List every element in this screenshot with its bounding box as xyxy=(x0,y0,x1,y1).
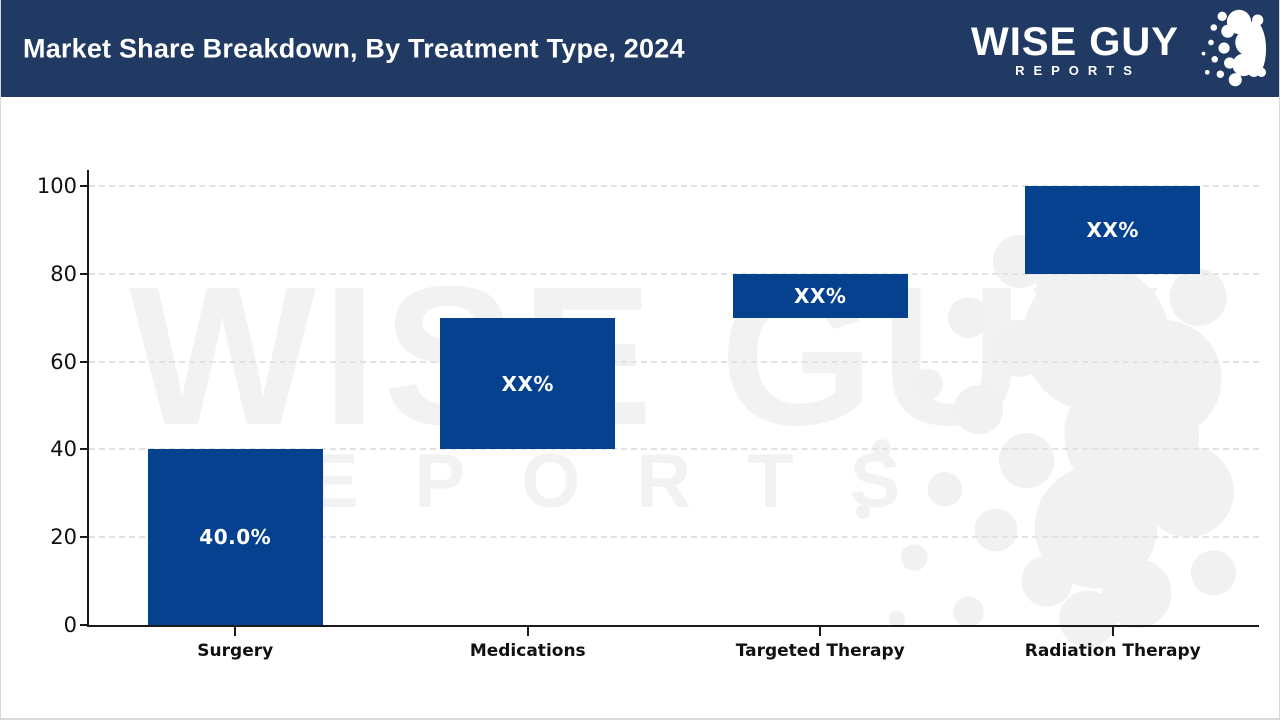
x-category-label: Targeted Therapy xyxy=(735,641,905,661)
bar-value-label: XX% xyxy=(501,371,554,396)
logo-head-icon xyxy=(1201,9,1267,87)
y-axis-line xyxy=(87,170,89,627)
x-tick-1 xyxy=(526,627,529,636)
y-tick-20 xyxy=(80,536,89,539)
page-title: Market Share Breakdown, By Treatment Typ… xyxy=(23,33,685,63)
x-category-label: Radiation Therapy xyxy=(1024,641,1201,661)
y-tick-40 xyxy=(80,448,89,451)
bar-value-label: XX% xyxy=(794,283,847,308)
gridline-60 xyxy=(89,360,1259,363)
y-tick-label-100: 100 xyxy=(36,174,77,198)
y-tick-80 xyxy=(80,272,89,275)
y-tick-label-80: 80 xyxy=(50,261,77,286)
bar-value-label: 40.0% xyxy=(199,525,272,550)
bar-chart: 0 20 40 60 80 100 40.0% Surgery XX% Medications XX… xyxy=(1,97,1279,718)
y-tick-60 xyxy=(80,360,89,363)
gridline-100 xyxy=(89,185,1259,187)
logo-subtitle: REPORTS xyxy=(1015,62,1141,78)
y-tick-label-40: 40 xyxy=(50,437,77,462)
bar-surgery: 40.0% xyxy=(147,449,323,625)
bar-value-label: XX% xyxy=(1086,217,1139,242)
bar-targeted-therapy: XX% xyxy=(732,273,908,318)
logo-wordmark: WISE GUY xyxy=(970,19,1179,64)
y-tick-label-0: 0 xyxy=(63,613,77,637)
y-tick-label-60: 60 xyxy=(50,349,77,374)
y-tick-label-20: 20 xyxy=(50,525,77,550)
gridline-20 xyxy=(89,536,1259,539)
x-category-label: Surgery xyxy=(197,641,274,661)
logo-text: WISE GUY REPORTS xyxy=(971,21,1179,78)
x-tick-2 xyxy=(819,627,822,636)
y-tick-0 xyxy=(80,624,89,626)
gridline-40 xyxy=(89,448,1259,451)
bar-radiation-therapy: XX% xyxy=(1025,186,1201,274)
x-category-label: Medications xyxy=(469,641,586,661)
wise-guy-logo: WISE GUY REPORTS xyxy=(971,4,1267,94)
x-tick-3 xyxy=(1111,627,1114,636)
y-tick-100 xyxy=(80,185,89,187)
bar-medications: XX% xyxy=(440,317,616,450)
x-tick-0 xyxy=(234,627,237,636)
header-bar: Market Share Breakdown, By Treatment Typ… xyxy=(1,0,1279,97)
x-axis-line xyxy=(87,625,1259,627)
gridline-80 xyxy=(89,272,1259,275)
